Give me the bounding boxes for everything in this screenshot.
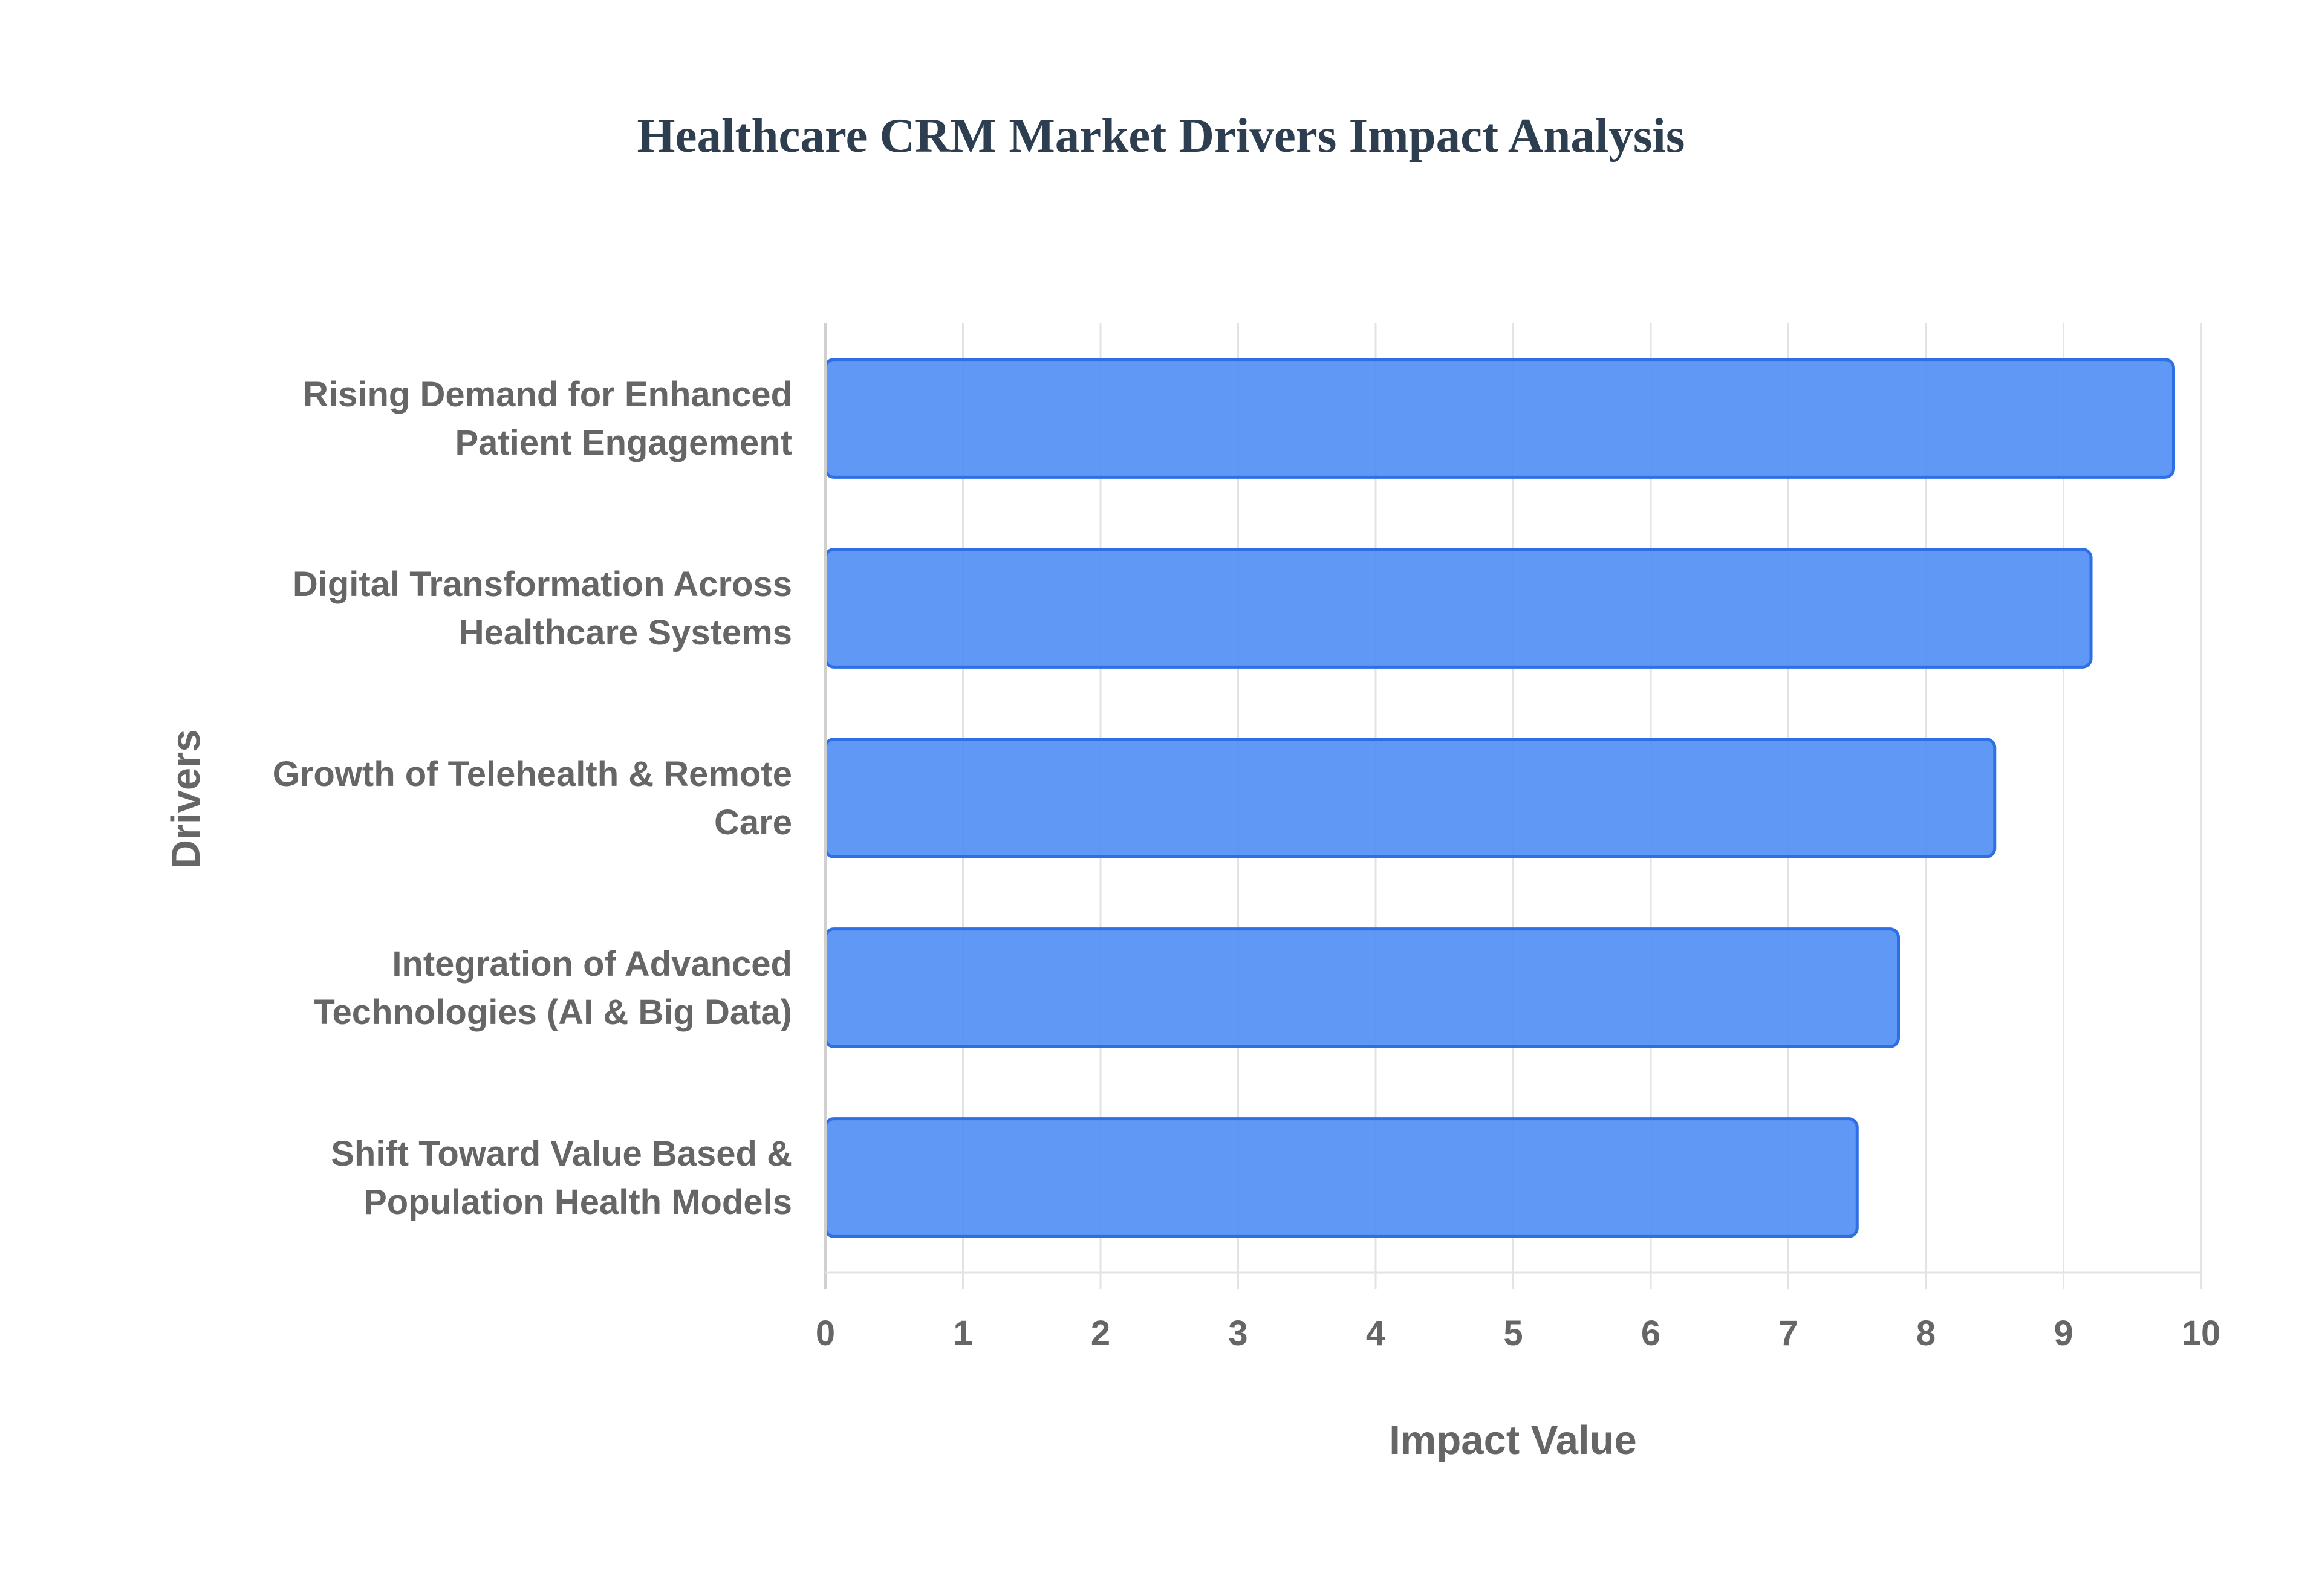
bar[interactable] xyxy=(824,1117,1859,1238)
category-label: Rising Demand for Enhanced Patient Engage… xyxy=(303,375,792,462)
category-label: Integration of Advanced Technologies (AI … xyxy=(313,944,792,1032)
bars xyxy=(824,358,2175,1238)
category-label: Digital Transformation Across Healthcare … xyxy=(293,565,792,652)
x-tick-labels: 0 1 2 3 4 5 6 7 8 9 10 xyxy=(816,1314,2220,1353)
x-axis-title: Impact Value xyxy=(1389,1418,1637,1463)
category-label: Shift Toward Value Based & Population Hea… xyxy=(331,1134,792,1222)
bar[interactable] xyxy=(824,738,1997,858)
bar[interactable] xyxy=(824,927,1900,1048)
x-tick-label: 0 xyxy=(816,1314,835,1353)
x-tick-label: 2 xyxy=(1091,1314,1110,1353)
category-labels: Rising Demand for Enhanced Patient Engage… xyxy=(273,375,792,1222)
x-tick-label: 4 xyxy=(1366,1314,1385,1353)
x-tick-label: 3 xyxy=(1228,1314,1247,1353)
x-tick-label: 9 xyxy=(2054,1314,2073,1353)
chart-title: Healthcare CRM Market Drivers Impact Ana… xyxy=(637,108,1685,163)
bar[interactable] xyxy=(824,548,2093,669)
axes xyxy=(824,323,2201,1289)
x-tick-label: 1 xyxy=(953,1314,972,1353)
x-tick-label: 5 xyxy=(1503,1314,1523,1353)
x-tick-label: 8 xyxy=(1916,1314,1936,1353)
category-label: Growth of Telehealth & Remote Care xyxy=(273,754,792,842)
y-axis-title: Drivers xyxy=(163,730,209,869)
x-tick-label: 6 xyxy=(1641,1314,1660,1353)
x-tick-label: 10 xyxy=(2182,1314,2221,1353)
x-tick-label: 7 xyxy=(1778,1314,1798,1353)
bar[interactable] xyxy=(824,358,2175,479)
